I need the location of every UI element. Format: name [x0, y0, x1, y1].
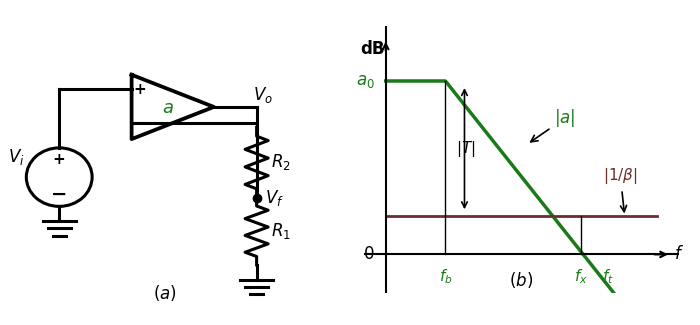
Text: $f$: $f$: [673, 245, 683, 264]
Text: $(b)$: $(b)$: [510, 270, 533, 290]
Text: $f_x$: $f_x$: [575, 267, 588, 286]
Text: dB: dB: [360, 40, 384, 58]
Text: $V_o$: $V_o$: [253, 85, 273, 105]
Text: $a$: $a$: [162, 99, 174, 117]
Text: $|T|$: $|T|$: [456, 139, 476, 159]
Text: $(a)$: $(a)$: [153, 283, 176, 303]
Text: +: +: [134, 82, 146, 97]
Text: $V_f$: $V_f$: [265, 188, 284, 208]
Text: −: −: [132, 113, 148, 133]
Text: +: +: [52, 152, 66, 167]
Text: $0$: $0$: [363, 245, 375, 264]
Text: $|a|$: $|a|$: [531, 107, 575, 142]
Text: $f_t$: $f_t$: [603, 267, 615, 286]
Text: $V_i$: $V_i$: [8, 147, 24, 167]
Text: −: −: [51, 185, 67, 204]
Text: $f_b$: $f_b$: [439, 267, 452, 286]
Text: $|1/\beta|$: $|1/\beta|$: [603, 166, 638, 212]
Text: $R_2$: $R_2$: [272, 152, 291, 173]
Text: $a_0$: $a_0$: [356, 72, 375, 90]
Text: $R_1$: $R_1$: [272, 221, 291, 241]
